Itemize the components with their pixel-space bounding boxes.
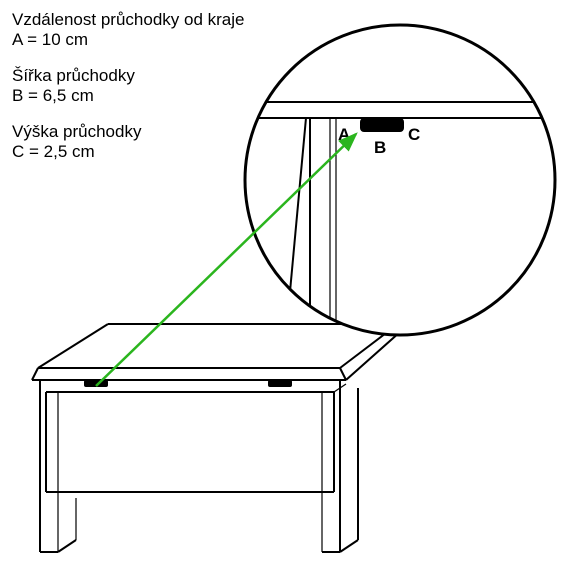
dim-letter-b: B — [374, 138, 386, 157]
label-width-title: Šířka průchodky — [12, 66, 244, 86]
label-height: Výška průchodky C = 2,5 cm — [12, 122, 244, 162]
diagram-canvas: Vzdálenost průchodky od kraje A = 10 cm … — [0, 0, 576, 576]
label-height-title: Výška průchodky — [12, 122, 244, 142]
desk-grommet-right — [268, 380, 292, 387]
label-width: Šířka průchodky B = 6,5 cm — [12, 66, 244, 106]
label-height-value: C = 2,5 cm — [12, 142, 244, 162]
inset-bg — [245, 25, 555, 335]
dimension-labels: Vzdálenost průchodky od kraje A = 10 cm … — [12, 10, 244, 178]
label-distance-title: Vzdálenost průchodky od kraje — [12, 10, 244, 30]
label-distance: Vzdálenost průchodky od kraje A = 10 cm — [12, 10, 244, 50]
inset-grommet — [360, 118, 404, 132]
dim-letter-c: C — [408, 125, 420, 144]
label-width-value: B = 6,5 cm — [12, 86, 244, 106]
label-distance-value: A = 10 cm — [12, 30, 244, 50]
desk-outline — [32, 324, 400, 552]
